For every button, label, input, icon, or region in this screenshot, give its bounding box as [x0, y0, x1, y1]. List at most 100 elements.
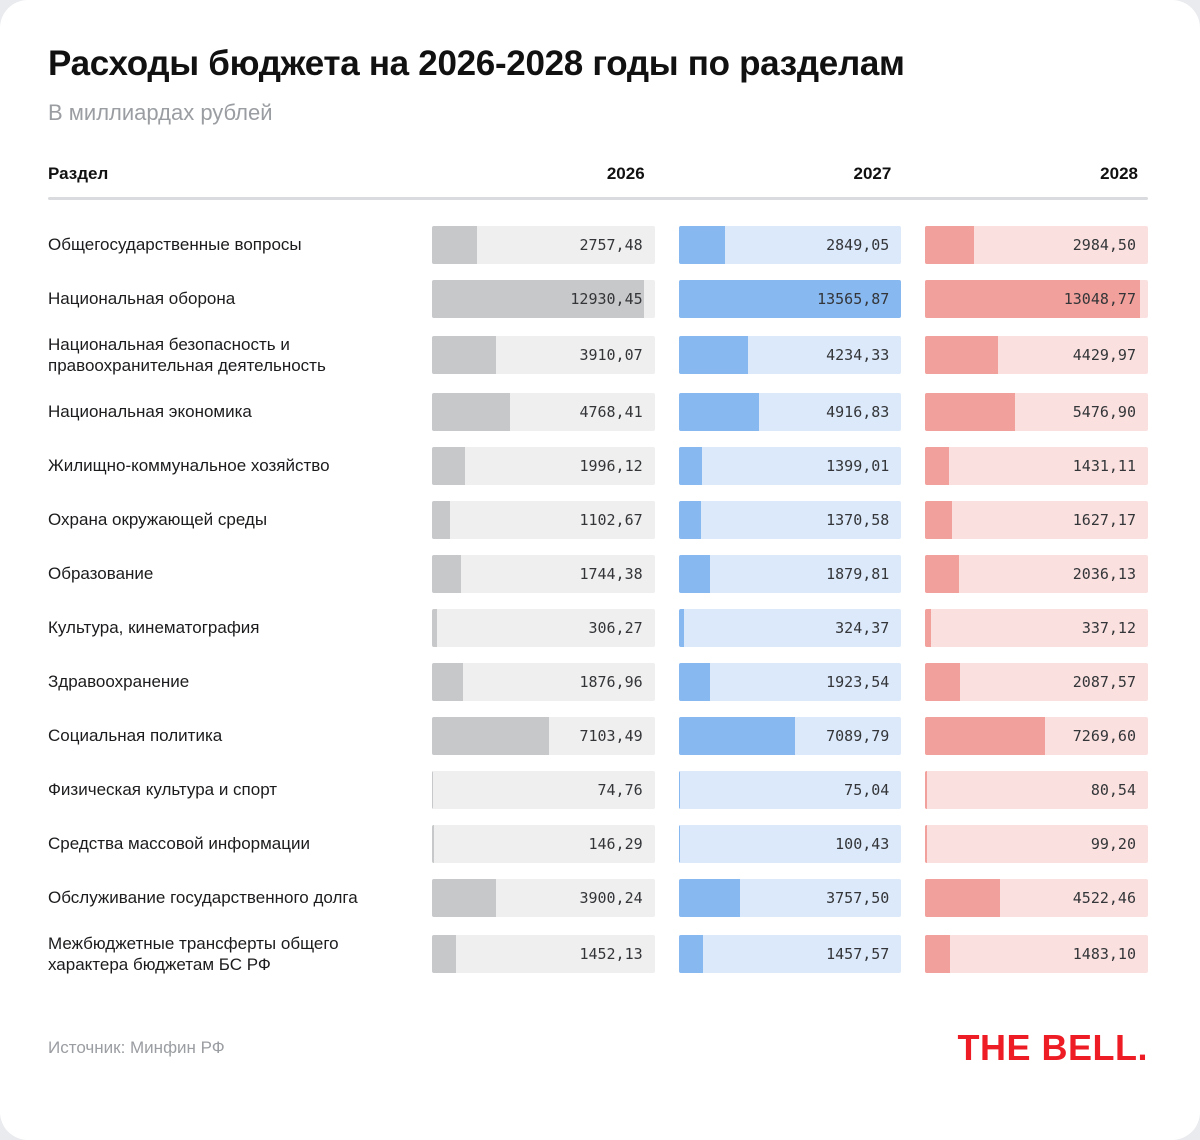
bar-2026: 74,76 — [432, 770, 655, 809]
row-label: Физическая культура и спорт — [48, 779, 278, 799]
bar-2027: 2849,05 — [678, 226, 902, 264]
row-label: Здравоохранение — [48, 671, 190, 691]
bar-value: 1879,81 — [826, 564, 890, 583]
row-label: Обслуживание государственного долга — [48, 887, 358, 907]
bar-2026: 146,29 — [432, 824, 655, 863]
bar-2028: 5476,90 — [925, 392, 1148, 431]
bar-fill — [678, 878, 741, 917]
bar-2028: 2087,57 — [925, 662, 1148, 701]
bar-fill — [925, 336, 999, 375]
row-label: Национальная оборона — [48, 289, 236, 309]
bar-fill — [678, 662, 711, 701]
bar-fill — [432, 662, 463, 701]
bar-value: 2849,05 — [826, 236, 890, 254]
table-row: Физическая культура и спорт 74,76 75,04 80,… — [48, 770, 1148, 809]
bar-fill — [432, 392, 511, 431]
bar-value: 7103,49 — [579, 726, 643, 745]
bar-value: 3757,50 — [826, 888, 890, 907]
the-bell-logo: THE BELL. — [957, 1027, 1148, 1068]
bar-value: 1744,38 — [579, 564, 643, 583]
bar-fill — [432, 336, 497, 375]
bar-2026: 1876,96 — [432, 662, 655, 701]
bar-value: 4916,83 — [826, 402, 890, 421]
row-label: Средства массовой информации — [48, 833, 310, 853]
header-divider — [48, 197, 1148, 200]
bar-2027: 324,37 — [678, 608, 902, 647]
table-row: Средства массовой информации 146,29 100,43… — [48, 824, 1148, 863]
bar-value: 80,54 — [1090, 780, 1136, 799]
bar-2027: 1399,01 — [678, 446, 902, 485]
table-header: Раздел 2026 2027 2028 — [48, 164, 1148, 184]
bar-2026: 1102,67 — [432, 500, 655, 539]
bar-value: 99,20 — [1090, 834, 1136, 853]
bar-value: 1923,54 — [826, 672, 890, 691]
bar-fill — [925, 878, 1000, 917]
bar-fill — [432, 226, 478, 264]
bar-value: 1876,96 — [579, 672, 643, 691]
bar-2027: 3757,50 — [678, 878, 902, 917]
source-label: Источник: Минфин РФ — [48, 1038, 225, 1057]
bar-value: 3900,24 — [579, 888, 643, 907]
bar-fill — [925, 608, 931, 647]
bar-2028: 337,12 — [925, 608, 1148, 647]
bar-value: 1452,13 — [579, 944, 643, 963]
bar-value: 5476,90 — [1072, 402, 1136, 421]
bar-2027: 75,04 — [678, 770, 902, 809]
bar-fill — [432, 934, 456, 973]
row-label: Социальная политика — [48, 725, 223, 745]
table-row: Охрана окружающей среды 1102,67 1370,58 162… — [48, 500, 1148, 539]
bar-value: 1399,01 — [826, 456, 890, 475]
bar-value: 1102,67 — [579, 510, 643, 529]
bar-fill — [925, 446, 949, 485]
year-header-2028: 2028 — [1100, 164, 1138, 183]
bar-fill — [925, 280, 1140, 318]
bar-value: 13565,87 — [817, 290, 890, 308]
bar-fill — [678, 446, 702, 485]
bar-fill — [925, 500, 953, 539]
bar-fill — [432, 500, 451, 539]
bar-fill — [432, 608, 438, 647]
table-row: Общегосударственные вопросы 2757,48 2849,0… — [48, 226, 1148, 264]
table-row: Национальная безопасность и правоохранит… — [48, 334, 1148, 377]
bar-2026: 1452,13 — [432, 934, 655, 973]
bar-value: 12930,45 — [570, 290, 643, 308]
bar-2027: 4916,83 — [678, 392, 902, 431]
bar-fill — [925, 934, 950, 973]
row-label: Охрана окружающей среды — [48, 509, 268, 529]
bar-2027: 13565,87 — [678, 280, 902, 318]
bar-fill — [925, 226, 975, 264]
section-header: Раздел — [48, 164, 109, 183]
table-row: Межбюджетные трансферты общего характера… — [48, 933, 1148, 976]
bar-value: 100,43 — [835, 834, 890, 853]
bar-2027: 1457,57 — [678, 934, 902, 973]
bar-fill — [678, 554, 710, 593]
bar-fill — [925, 554, 959, 593]
bar-2026: 7103,49 — [432, 716, 655, 755]
bar-fill — [678, 392, 760, 431]
bar-fill — [925, 392, 1016, 431]
bar-fill — [678, 500, 702, 539]
bar-2026: 3910,07 — [432, 336, 655, 375]
bar-2028: 4522,46 — [925, 878, 1148, 917]
bar-fill — [925, 770, 927, 809]
chart-title: Расходы бюджета на 2026-2028 годы по раз… — [48, 44, 905, 83]
bar-value: 324,37 — [835, 618, 890, 637]
bar-value: 75,04 — [844, 780, 890, 799]
year-header-2026: 2026 — [606, 164, 645, 183]
bar-fill — [432, 824, 435, 863]
row-label: Жилищно-коммунальное хозяйство — [48, 455, 330, 475]
bar-value: 7089,79 — [826, 726, 890, 745]
bar-fill — [678, 226, 726, 264]
bar-fill — [925, 824, 927, 863]
bar-value: 1627,17 — [1072, 510, 1136, 529]
bar-fill — [678, 716, 796, 755]
bar-fill — [432, 716, 549, 755]
bar-2026: 4768,41 — [432, 392, 655, 431]
bar-value: 3910,07 — [579, 346, 643, 365]
bar-value: 146,29 — [588, 834, 643, 853]
chart-subtitle: В миллиардах рублей — [48, 100, 273, 125]
bar-2026: 3900,24 — [432, 878, 655, 917]
bar-value: 1457,57 — [826, 944, 890, 963]
row-label: Образование — [48, 563, 154, 583]
table-row: Обслуживание государственного долга 3900,… — [48, 878, 1148, 917]
